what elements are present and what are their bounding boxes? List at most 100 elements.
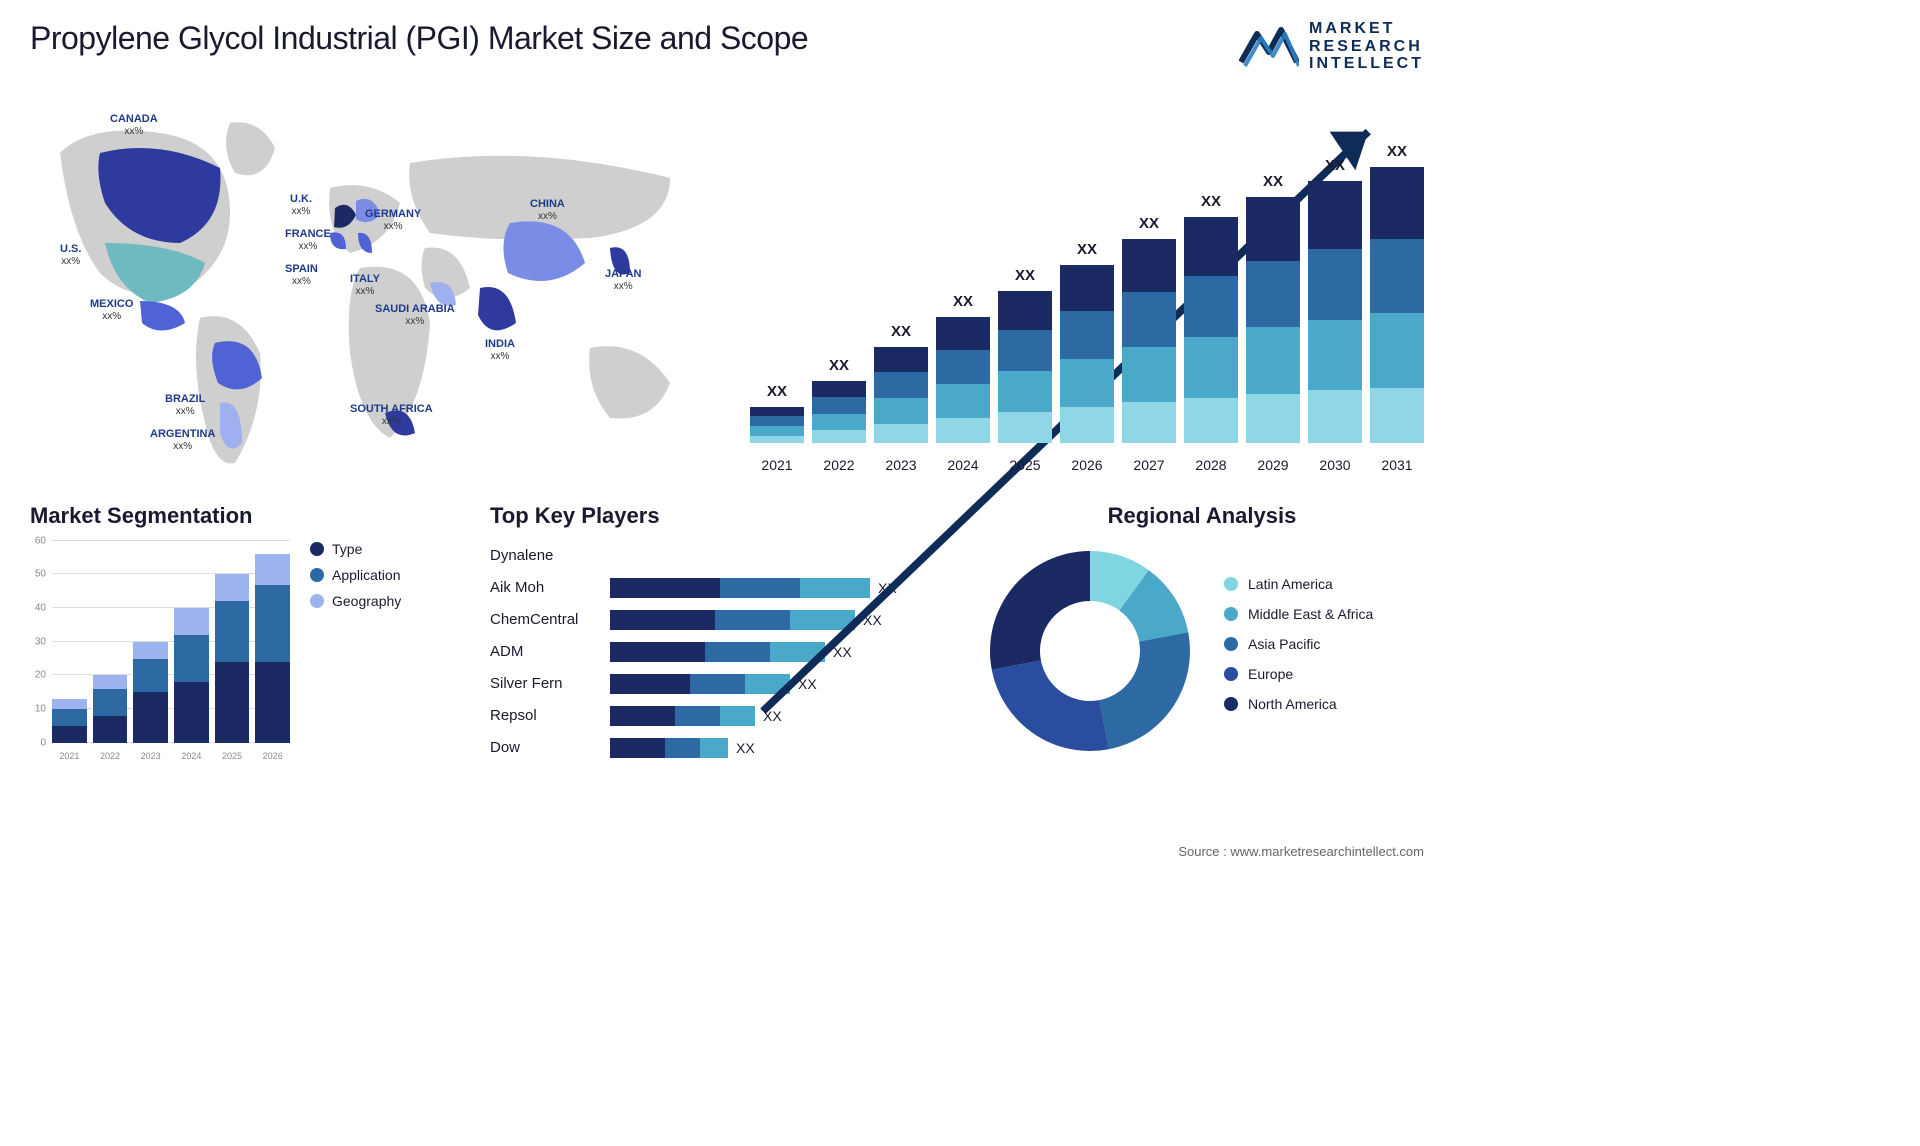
growth-bar-segment <box>812 397 866 414</box>
growth-bar-segment <box>1246 394 1300 443</box>
seg-legend-item: Application <box>310 567 401 583</box>
key-player-value: XX <box>878 580 897 596</box>
map-label: CANADAxx% <box>110 113 158 137</box>
seg-bar-segment <box>174 635 209 682</box>
growth-x-label: 2024 <box>936 457 990 473</box>
seg-legend-label: Type <box>332 541 362 557</box>
seg-x-label: 2025 <box>215 751 250 761</box>
growth-bar-segment <box>998 291 1052 331</box>
growth-bar-value: XX <box>1139 215 1159 232</box>
key-player-bar <box>610 578 870 598</box>
key-player-value: XX <box>736 740 755 756</box>
seg-bar-segment <box>255 585 290 662</box>
key-player-bar-segment <box>690 674 745 694</box>
key-player-bar-segment <box>745 674 790 694</box>
growth-x-label: 2025 <box>998 457 1052 473</box>
regional-legend-item: Europe <box>1224 666 1373 682</box>
seg-bar-segment <box>133 692 168 743</box>
growth-x-label: 2030 <box>1308 457 1362 473</box>
regional-legend-label: Europe <box>1248 666 1293 682</box>
growth-bar-segment <box>1060 407 1114 443</box>
growth-bar-value: XX <box>767 383 787 400</box>
donut-slice <box>992 660 1109 751</box>
growth-bar-segment <box>874 372 928 398</box>
key-player-bar-segment <box>610 610 715 630</box>
key-player-bar-segment <box>715 610 790 630</box>
key-player-bar <box>610 674 790 694</box>
growth-bar-value: XX <box>953 293 973 310</box>
logo-text: MARKET RESEARCH INTELLECT <box>1309 20 1424 73</box>
map-label: JAPANxx% <box>605 268 641 292</box>
growth-bar-segment <box>1370 388 1424 443</box>
seg-bar-segment <box>255 554 290 584</box>
key-players-panel: Top Key Players Dynalene Aik Moh XX ChemCen… <box>490 503 950 765</box>
regional-donut-chart <box>980 541 1200 761</box>
seg-legend-item: Type <box>310 541 401 557</box>
header: Propylene Glycol Industrial (PGI) Market… <box>30 20 1424 73</box>
growth-bar: XX <box>1246 197 1300 443</box>
seg-bar-segment <box>174 682 209 743</box>
key-player-bar-segment <box>790 610 855 630</box>
segmentation-legend: TypeApplicationGeography <box>310 541 401 619</box>
regional-legend-label: North America <box>1248 696 1337 712</box>
growth-bar: XX <box>1060 265 1114 443</box>
key-player-row: Silver FernXX <box>490 669 950 699</box>
segmentation-chart: 0102030405060 202120222023202420252026 <box>30 541 290 761</box>
key-player-row: ChemCentralXX <box>490 605 950 635</box>
growth-bar-segment <box>874 398 928 424</box>
map-label: INDIAxx% <box>485 338 515 362</box>
growth-bar-segment <box>1308 249 1362 320</box>
growth-bar: XX <box>812 381 866 443</box>
growth-bar: XX <box>1122 239 1176 443</box>
growth-bar-segment <box>1184 276 1238 337</box>
key-player-bar-segment <box>705 642 770 662</box>
growth-bar-segment <box>1308 181 1362 249</box>
swatch-icon <box>1224 697 1238 711</box>
growth-bar-segment <box>874 424 928 443</box>
growth-bar-segment <box>936 418 990 443</box>
growth-x-label: 2031 <box>1370 457 1424 473</box>
growth-bar-segment <box>1184 337 1238 398</box>
logo: MARKET RESEARCH INTELLECT <box>1239 20 1424 73</box>
growth-bar: XX <box>1370 167 1424 443</box>
source-footer: Source : www.marketresearchintellect.com <box>1178 844 1424 859</box>
map-label: ARGENTINAxx% <box>150 428 215 452</box>
seg-bar <box>215 574 250 742</box>
logo-mark-icon <box>1239 22 1299 70</box>
regional-legend-item: Asia Pacific <box>1224 636 1373 652</box>
swatch-icon <box>310 594 324 608</box>
map-label: FRANCExx% <box>285 228 331 252</box>
top-row: CANADAxx%U.S.xx%MEXICOxx%BRAZILxx%ARGENT… <box>30 93 1424 473</box>
key-player-bar <box>610 642 825 662</box>
key-player-name: ADM <box>490 643 610 660</box>
map-label: GERMANYxx% <box>365 208 421 232</box>
key-player-row: DowXX <box>490 733 950 763</box>
growth-bar-segment <box>812 414 866 431</box>
regional-panel: Regional Analysis Latin AmericaMiddle Ea… <box>980 503 1424 765</box>
seg-y-tick: 50 <box>35 569 46 580</box>
segmentation-title: Market Segmentation <box>30 503 460 529</box>
growth-bar-segment <box>1122 402 1176 443</box>
growth-x-label: 2029 <box>1246 457 1300 473</box>
key-player-bar-segment <box>800 578 870 598</box>
seg-y-tick: 30 <box>35 636 46 647</box>
key-player-bar-segment <box>720 706 755 726</box>
key-player-bar-segment <box>610 578 720 598</box>
growth-bar-segment <box>1246 327 1300 393</box>
growth-bar-segment <box>1246 197 1300 261</box>
seg-bar-segment <box>93 675 128 688</box>
key-players-title: Top Key Players <box>490 503 950 529</box>
growth-bar-segment <box>750 436 804 443</box>
growth-bar-segment <box>998 412 1052 442</box>
seg-bar <box>133 642 168 743</box>
growth-bar-segment <box>1184 217 1238 276</box>
key-player-name: Dynalene <box>490 547 610 564</box>
seg-bar <box>174 608 209 743</box>
seg-bar-segment <box>93 689 128 716</box>
key-player-name: Aik Moh <box>490 579 610 596</box>
growth-x-label: 2023 <box>874 457 928 473</box>
growth-bar-value: XX <box>1387 143 1407 160</box>
map-label: SAUDI ARABIAxx% <box>375 303 455 327</box>
growth-bar-segment <box>936 384 990 418</box>
growth-bar-segment <box>1060 265 1114 311</box>
